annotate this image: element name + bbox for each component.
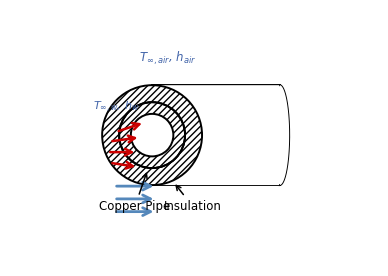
Polygon shape [102, 85, 289, 185]
Text: $T_{\infty,air}$, $h_{air}$: $T_{\infty,air}$, $h_{air}$ [139, 50, 197, 67]
Text: Insulation: Insulation [163, 185, 222, 213]
Circle shape [119, 102, 185, 168]
Text: Copper Pipe: Copper Pipe [99, 173, 171, 213]
Circle shape [131, 114, 173, 156]
Circle shape [102, 85, 202, 185]
Text: $T_{\infty,w}$, $h_w$: $T_{\infty,w}$, $h_w$ [93, 100, 139, 115]
